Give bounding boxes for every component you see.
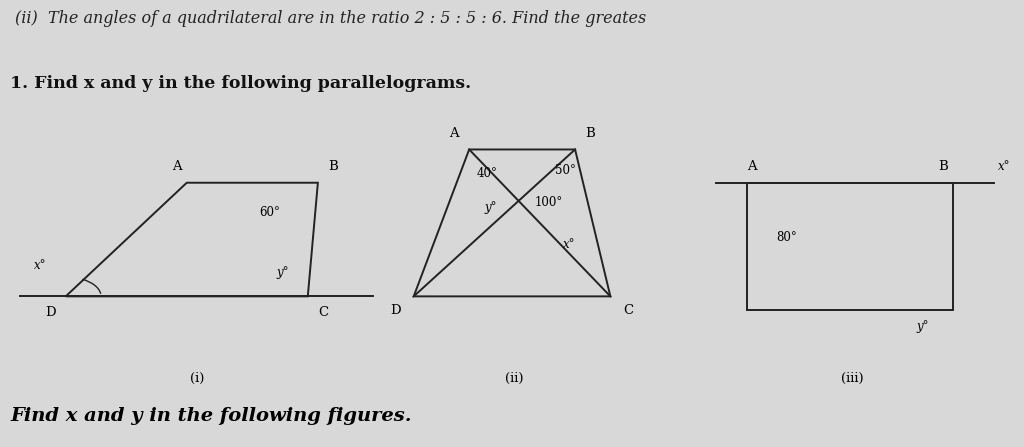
Text: C: C	[624, 304, 634, 317]
Text: y°: y°	[276, 266, 289, 278]
Text: A: A	[746, 160, 757, 173]
Text: B: B	[938, 160, 948, 173]
Text: A: A	[450, 127, 459, 140]
Text: x°: x°	[563, 238, 575, 251]
Text: 60°: 60°	[259, 206, 280, 219]
Text: C: C	[317, 306, 328, 319]
Text: 50°: 50°	[555, 164, 575, 177]
Text: 1. Find x and y in the following parallelograms.: 1. Find x and y in the following paralle…	[10, 75, 471, 92]
Text: B: B	[586, 127, 595, 140]
Text: 40°: 40°	[477, 167, 498, 180]
Text: x°: x°	[34, 259, 47, 272]
Text: Find x and y in the following figures.: Find x and y in the following figures.	[10, 407, 412, 425]
Text: (i): (i)	[189, 372, 204, 385]
Text: y°: y°	[484, 201, 497, 214]
Text: D: D	[390, 304, 400, 317]
Text: (ii): (ii)	[505, 372, 524, 385]
Text: (iii): (iii)	[841, 372, 864, 385]
Text: 80°: 80°	[776, 231, 798, 244]
Text: A: A	[172, 160, 181, 173]
Text: 100°: 100°	[535, 196, 563, 210]
Text: x°: x°	[997, 160, 1010, 173]
Text: (ii)  The angles of a quadrilateral are in the ratio 2 : 5 : 5 : 6. Find the gre: (ii) The angles of a quadrilateral are i…	[15, 10, 646, 27]
Text: B: B	[328, 160, 338, 173]
Text: D: D	[45, 306, 56, 319]
Text: y°: y°	[916, 320, 930, 333]
